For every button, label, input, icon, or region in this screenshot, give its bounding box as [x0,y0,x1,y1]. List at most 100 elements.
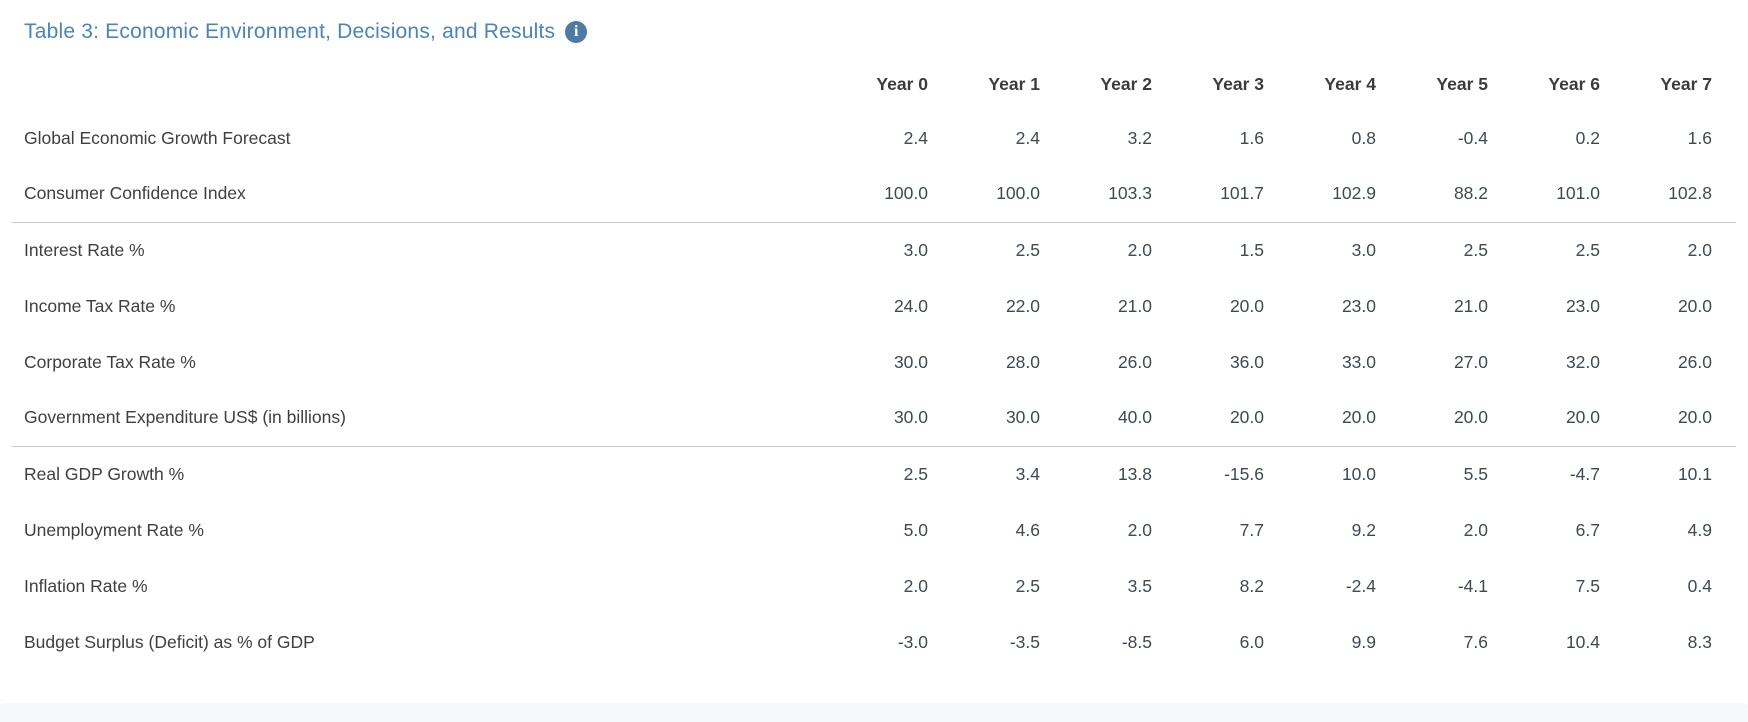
cell-value: 2.0 [1624,221,1736,278]
cell-value: -4.1 [1457,575,1488,596]
cell-value: 1.6 [1687,127,1712,148]
cell-value: 102.9 [1332,183,1376,204]
cell-value: 8.3 [1687,631,1712,652]
cell-value: 24.0 [893,295,928,316]
cell-value: 2.5 [1015,575,1040,596]
cell-value: 23.0 [1341,295,1376,316]
cell-value: 20.0 [1677,295,1712,316]
cell-value: 1.5 [1176,221,1288,278]
column-header-year-3: Year 3 [1212,73,1264,94]
cell-value: 2.5 [952,221,1064,278]
header-row: Year 0 Year 1 Year 2 Year 3 Year 4 Year 5 Year… [12,58,1736,110]
cell-value: 27.0 [1453,351,1488,372]
cell-value: 21.0 [1453,295,1488,316]
info-circle-icon[interactable]: i [565,21,588,43]
column-header-year-7: Year 7 [1660,73,1712,94]
row-label: Government Expenditure US$ (in billions) [24,407,346,428]
cell-value: 103.3 [1108,183,1152,204]
cell-value: 5.0 [903,519,928,540]
column-header-year-6: Year 6 [1548,73,1600,94]
cell-value: 20.0 [1453,407,1488,428]
row-label: Consumer Confidence Index [24,183,246,204]
header-spacer-cell [12,58,840,110]
cell-value: 101.0 [1556,183,1600,204]
cell-value: 3.5 [1127,575,1152,596]
cell-value: 20.0 [1565,407,1600,428]
row-label: Corporate Tax Rate % [24,351,196,372]
cell-value: 2.4 [903,127,928,148]
cell-value: 4.9 [1687,519,1712,540]
cell-value: 0.4 [1687,575,1712,596]
cell-value: 36.0 [1229,351,1264,372]
row-label: Real GDP Growth % [12,445,840,502]
cell-value: 6.7 [1575,519,1600,540]
cell-value: 30.0 [1005,407,1040,428]
cell-value: 100.0 [996,183,1040,204]
cell-value: -0.4 [1457,127,1488,148]
cell-value: 7.7 [1239,519,1264,540]
cell-value: 2.5 [1400,221,1512,278]
table-row: Real GDP Growth % 2.5 3.4 13.8 -15.6 10.0 5.5-… [12,445,1736,502]
cell-value: -15.6 [1176,445,1288,502]
cell-value: 10.0 [1288,445,1400,502]
table-row: Inflation Rate % 2.0 2.5 3.5 8.2 -2.4 -4.1 7.5 0… [12,558,1736,614]
cell-value: 2.5 [840,445,952,502]
cell-value: 3.2 [1127,127,1152,148]
cell-value: 6.0 [1239,631,1264,652]
cell-value: 20.0 [1341,407,1376,428]
cell-value: 0.8 [1351,127,1376,148]
cell-value: 20.0 [1229,407,1264,428]
column-header-year-5: Year 5 [1436,73,1488,94]
row-label: Interest Rate % [12,221,840,278]
table-row: Budget Surplus (Deficit) as % of GDP -3.0… [12,614,1736,670]
table-body: Global Economic Growth Forecast 2.4 2.4 3.2… [12,110,1736,670]
economic-table: Year 0 Year 1 Year 2 Year 3 Year 4 Year 5 Year… [12,58,1736,670]
table-row: Government Expenditure US$ (in billions)… [12,390,1736,446]
cell-value: 2.5 [1512,221,1624,278]
table-row: Income Tax Rate % 24.0 22.0 21.0 20.0 23.0 21.… [12,278,1736,334]
cell-value: 5.5 [1400,445,1512,502]
cell-value: 7.5 [1575,575,1600,596]
cell-value: 32.0 [1565,351,1600,372]
cell-value: 9.2 [1351,519,1376,540]
column-header-year-4: Year 4 [1324,73,1376,94]
row-label: Unemployment Rate % [24,519,204,540]
table-title: Table 3: Economic Environment, Decisions… [24,20,556,43]
column-header-year-2: Year 2 [1100,73,1152,94]
cell-value: 7.6 [1463,631,1488,652]
cell-value: 2.0 [1127,519,1152,540]
cell-value: 10.4 [1565,631,1600,652]
cell-value: 2.0 [1064,221,1176,278]
cell-value: -8.5 [1121,631,1152,652]
cell-value: -3.5 [1009,631,1040,652]
cell-value: 0.2 [1575,127,1600,148]
cell-value: 2.0 [1463,519,1488,540]
cell-value: 1.6 [1239,127,1264,148]
cell-value: 3.0 [840,221,952,278]
row-label: Global Economic Growth Forecast [24,127,291,148]
next-section-edge [0,703,1748,722]
cell-value: 100.0 [884,183,928,204]
cell-value: 10.1 [1624,445,1736,502]
cell-value: 9.9 [1351,631,1376,652]
cell-value: 3.0 [1288,221,1400,278]
cell-value: 20.0 [1677,407,1712,428]
table-row: Corporate Tax Rate % 30.0 28.0 26.0 36.0 33.0… [12,334,1736,390]
cell-value: 13.8 [1064,445,1176,502]
cell-value: 30.0 [893,407,928,428]
table-row: Consumer Confidence Index 100.0 100.0 103.3… [12,166,1736,222]
cell-value: 26.0 [1677,351,1712,372]
column-header-year-0: Year 0 [876,73,928,94]
cell-value: 88.2 [1453,183,1488,204]
table-row: Global Economic Growth Forecast 2.4 2.4 3.2… [12,110,1736,166]
column-header-year-1: Year 1 [988,73,1040,94]
row-label: Income Tax Rate % [24,295,176,316]
table-title-bar: Table 3: Economic Environment, Decisions… [0,0,1748,44]
cell-value: 28.0 [1005,351,1040,372]
cell-value: 2.0 [903,575,928,596]
cell-value: 3.4 [952,445,1064,502]
cell-value: 4.6 [1015,519,1040,540]
cell-value: 101.7 [1220,183,1264,204]
cell-value: 21.0 [1117,295,1152,316]
